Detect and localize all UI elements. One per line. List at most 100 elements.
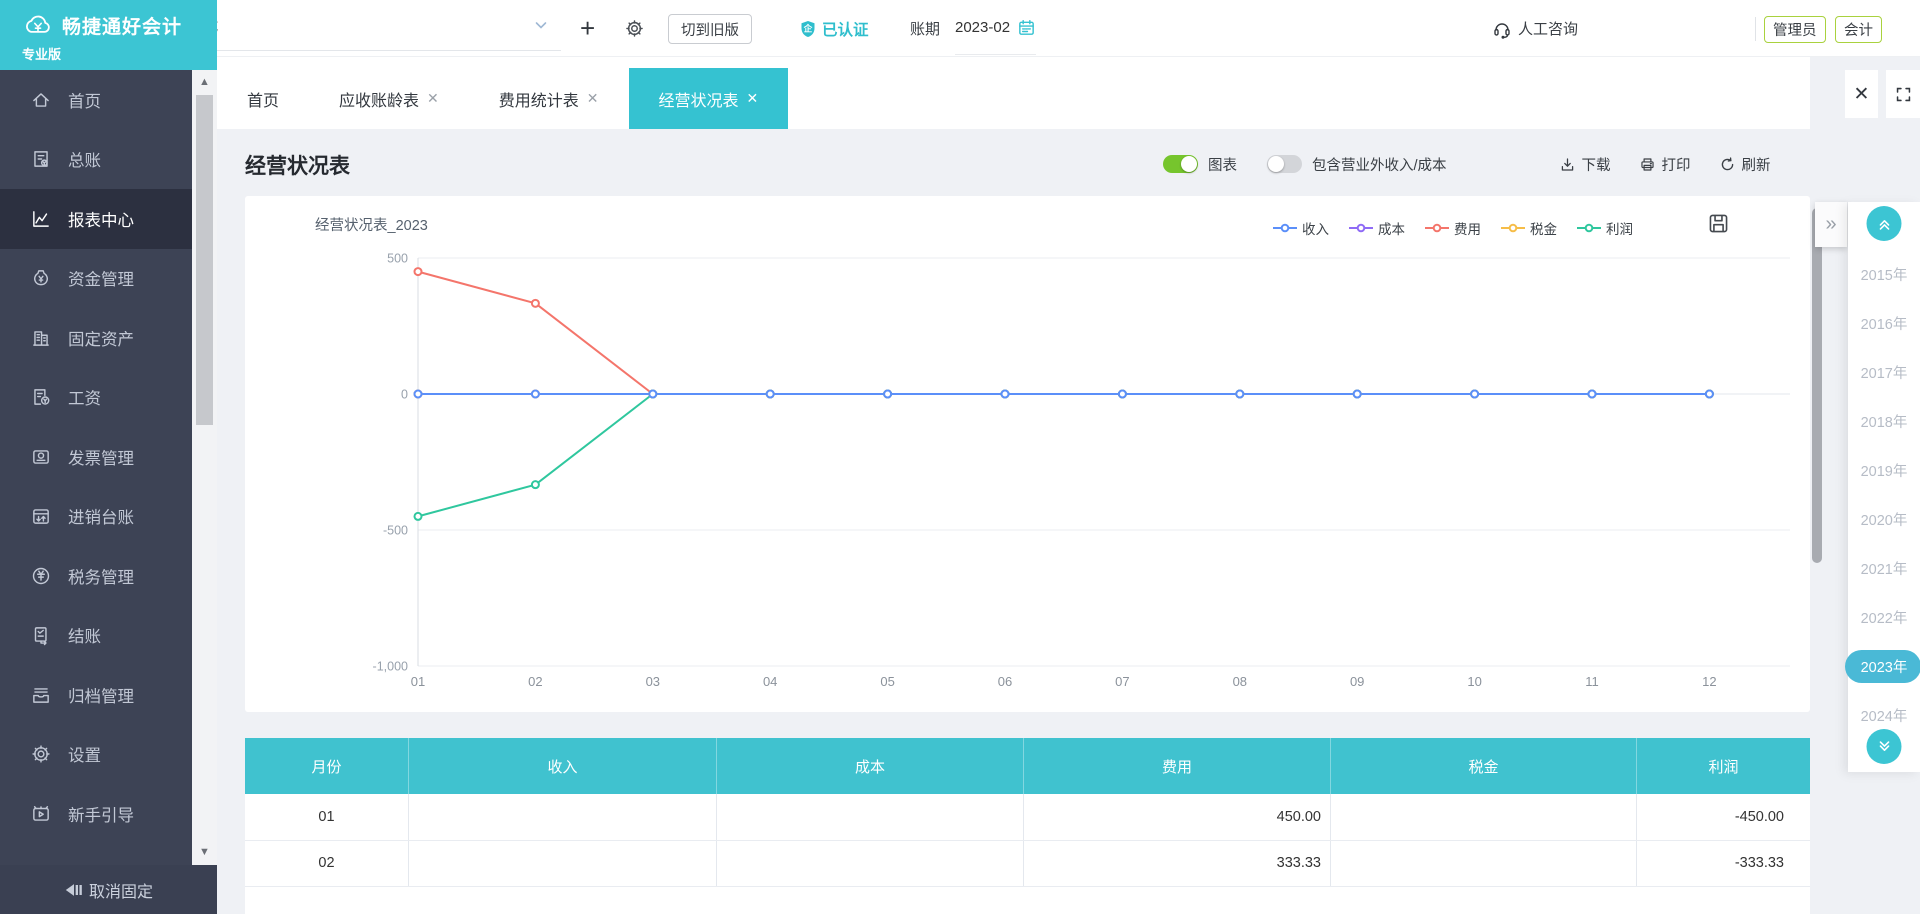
year-item-2018[interactable]: 2018年 [1860, 415, 1908, 431]
years-scroll-up-button[interactable] [1866, 206, 1902, 241]
refresh-button[interactable]: 刷新 [1719, 154, 1771, 175]
assets-icon [33, 330, 49, 346]
download-button[interactable]: 下载 [1559, 154, 1611, 175]
tab-2[interactable]: 应收账龄表 ✕ [309, 68, 469, 129]
fullscreen-button[interactable] [1886, 70, 1920, 118]
table-cell [408, 840, 716, 886]
sidebar-item-13[interactable]: 新手引导 [0, 784, 192, 844]
sidebar-item-label: 报表中心 [68, 211, 134, 230]
content-scrollbar[interactable] [1812, 208, 1822, 563]
years-scroll-down-button[interactable] [1866, 729, 1902, 764]
year-item-2024[interactable]: 2024年 [1860, 709, 1908, 725]
year-item-2017[interactable]: 2017年 [1860, 366, 1908, 382]
sidebar-item-label: 固定资产 [68, 330, 134, 349]
table-row-2[interactable]: 02 333.33 -333.33 [245, 840, 1810, 887]
chart-view-toggle[interactable] [1163, 155, 1198, 173]
legend-marker [1501, 223, 1525, 233]
year-item-2019[interactable]: 2019年 [1860, 464, 1908, 480]
add-button[interactable]: + [580, 13, 596, 43]
tab-close-icon[interactable]: ✕ [586, 90, 599, 106]
sidebar-item-10[interactable]: 结账 [0, 606, 192, 666]
table-cell [716, 794, 1023, 840]
year-item-2016[interactable]: 2016年 [1860, 317, 1908, 333]
year-item-2023[interactable]: 2023年 [1845, 642, 1920, 691]
headset-icon [1494, 22, 1510, 39]
legend-item-费用[interactable]: 费用 [1425, 218, 1481, 238]
svg-text:08: 08 [1233, 674, 1247, 689]
include-nonoperating-toggle[interactable] [1267, 155, 1302, 173]
sidebar-item-6[interactable]: 工资 [0, 368, 192, 428]
legend-marker [1273, 223, 1297, 233]
sidebar-scrollbar[interactable]: ▲ ▼ [192, 70, 217, 865]
legend-item-税金[interactable]: 税金 [1501, 218, 1557, 238]
gear-icon[interactable] [624, 0, 645, 57]
sidebar-item-11[interactable]: 归档管理 [0, 665, 192, 725]
role-accountant-button[interactable]: 会计 [1835, 16, 1882, 43]
svg-text:09: 09 [1350, 674, 1364, 689]
switch-to-old-version-button[interactable]: 切到旧版 [668, 14, 752, 44]
download-icon [1561, 157, 1573, 171]
archive-icon [33, 687, 49, 703]
tab-label: 费用统计表 [498, 92, 579, 110]
sidebar-item-9[interactable]: 税务管理 [0, 546, 192, 606]
collapse-year-panel-button[interactable]: » [1815, 202, 1847, 247]
svg-text:07: 07 [1115, 674, 1129, 689]
legend-label: 利润 [1606, 222, 1633, 237]
live-support-button[interactable]: 人工咨询 [1492, 0, 1578, 57]
top-bar: 测试 + 切到旧版 企 已认证 账期 2023-02 人工咨询 管理员 会计 [0, 0, 1920, 57]
sidebar-item-1[interactable]: 首页 [0, 70, 192, 130]
double-chevron-down-icon [1879, 740, 1889, 751]
svg-text:12: 12 [1702, 674, 1716, 689]
sidebar-item-2[interactable]: 总账 [0, 130, 192, 190]
table-cell [716, 840, 1023, 886]
sidebar-item-label: 首页 [68, 92, 101, 111]
legend-marker [1425, 223, 1449, 233]
sidebar-item-5[interactable]: 固定资产 [0, 308, 192, 368]
year-item-2020[interactable]: 2020年 [1860, 513, 1908, 529]
report-toolbar: 图表 包含营业外收入/成本 下载 打印 刷新 [1163, 150, 1771, 178]
sidebar-item-label: 设置 [68, 747, 101, 766]
account-selector[interactable]: 测试 [181, 0, 561, 51]
chart-legend: 收入 成本 费用 税金 利润 [1273, 218, 1633, 238]
legend-item-成本[interactable]: 成本 [1349, 218, 1405, 238]
year-item-2022[interactable]: 2022年 [1860, 611, 1908, 627]
legend-item-收入[interactable]: 收入 [1273, 218, 1329, 238]
sidebar-item-7[interactable]: 发票管理 [0, 427, 192, 487]
sidebar-item-label: 总账 [68, 152, 101, 171]
tab-label: 经营状况表 [658, 92, 739, 110]
year-item-2021[interactable]: 2021年 [1860, 562, 1908, 578]
sidebar-item-3[interactable]: 报表中心 [0, 189, 192, 249]
tab-close-icon[interactable]: ✕ [746, 90, 759, 106]
table-cell: 02 [318, 855, 335, 872]
legend-label: 成本 [1378, 222, 1405, 237]
scroll-down-icon[interactable]: ▼ [199, 846, 210, 858]
sidebar-item-8[interactable]: 进销台账 [0, 487, 192, 547]
chart-toggle-label: 图表 [1208, 157, 1237, 174]
tab-close-icon[interactable]: ✕ [427, 90, 439, 106]
sidebar-scroll-thumb[interactable] [196, 95, 213, 425]
sidebar-item-4[interactable]: 资金管理 [0, 249, 192, 309]
column-header-税金: 税金 [1330, 738, 1636, 794]
calendar-icon [1019, 19, 1034, 35]
print-button[interactable]: 打印 [1639, 154, 1691, 175]
close-all-tabs-button[interactable]: ✕ [1845, 70, 1878, 118]
unpin-label: 取消固定 [88, 883, 153, 901]
verified-badge[interactable]: 企 已认证 [798, 0, 869, 57]
legend-item-利润[interactable]: 利润 [1577, 218, 1633, 238]
table-row-1[interactable]: 01 450.00 -450.00 [245, 794, 1810, 841]
guide-icon [33, 805, 49, 821]
period-selector[interactable]: 2023-02 [955, 0, 1037, 55]
sidebar-nav: 首页总账报表中心资金管理固定资产工资 发票管理 进销台账 税务管理 结账 归档管理设置新手… [0, 70, 192, 914]
sidebar-item-12[interactable]: 设置 [0, 725, 192, 785]
year-item-2015[interactable]: 2015年 [1860, 268, 1908, 284]
tab-4[interactable]: 经营状况表 ✕ [628, 68, 789, 129]
role-admin-button[interactable]: 管理员 [1764, 16, 1826, 43]
scroll-up-icon[interactable]: ▲ [199, 76, 210, 88]
save-as-image-icon[interactable] [1707, 212, 1730, 235]
legend-marker [1349, 223, 1373, 233]
tab-3[interactable]: 费用统计表 ✕ [469, 68, 629, 129]
tab-1[interactable]: 首页 [217, 68, 309, 129]
unpin-sidebar-button[interactable]: 取消固定 [0, 865, 217, 914]
